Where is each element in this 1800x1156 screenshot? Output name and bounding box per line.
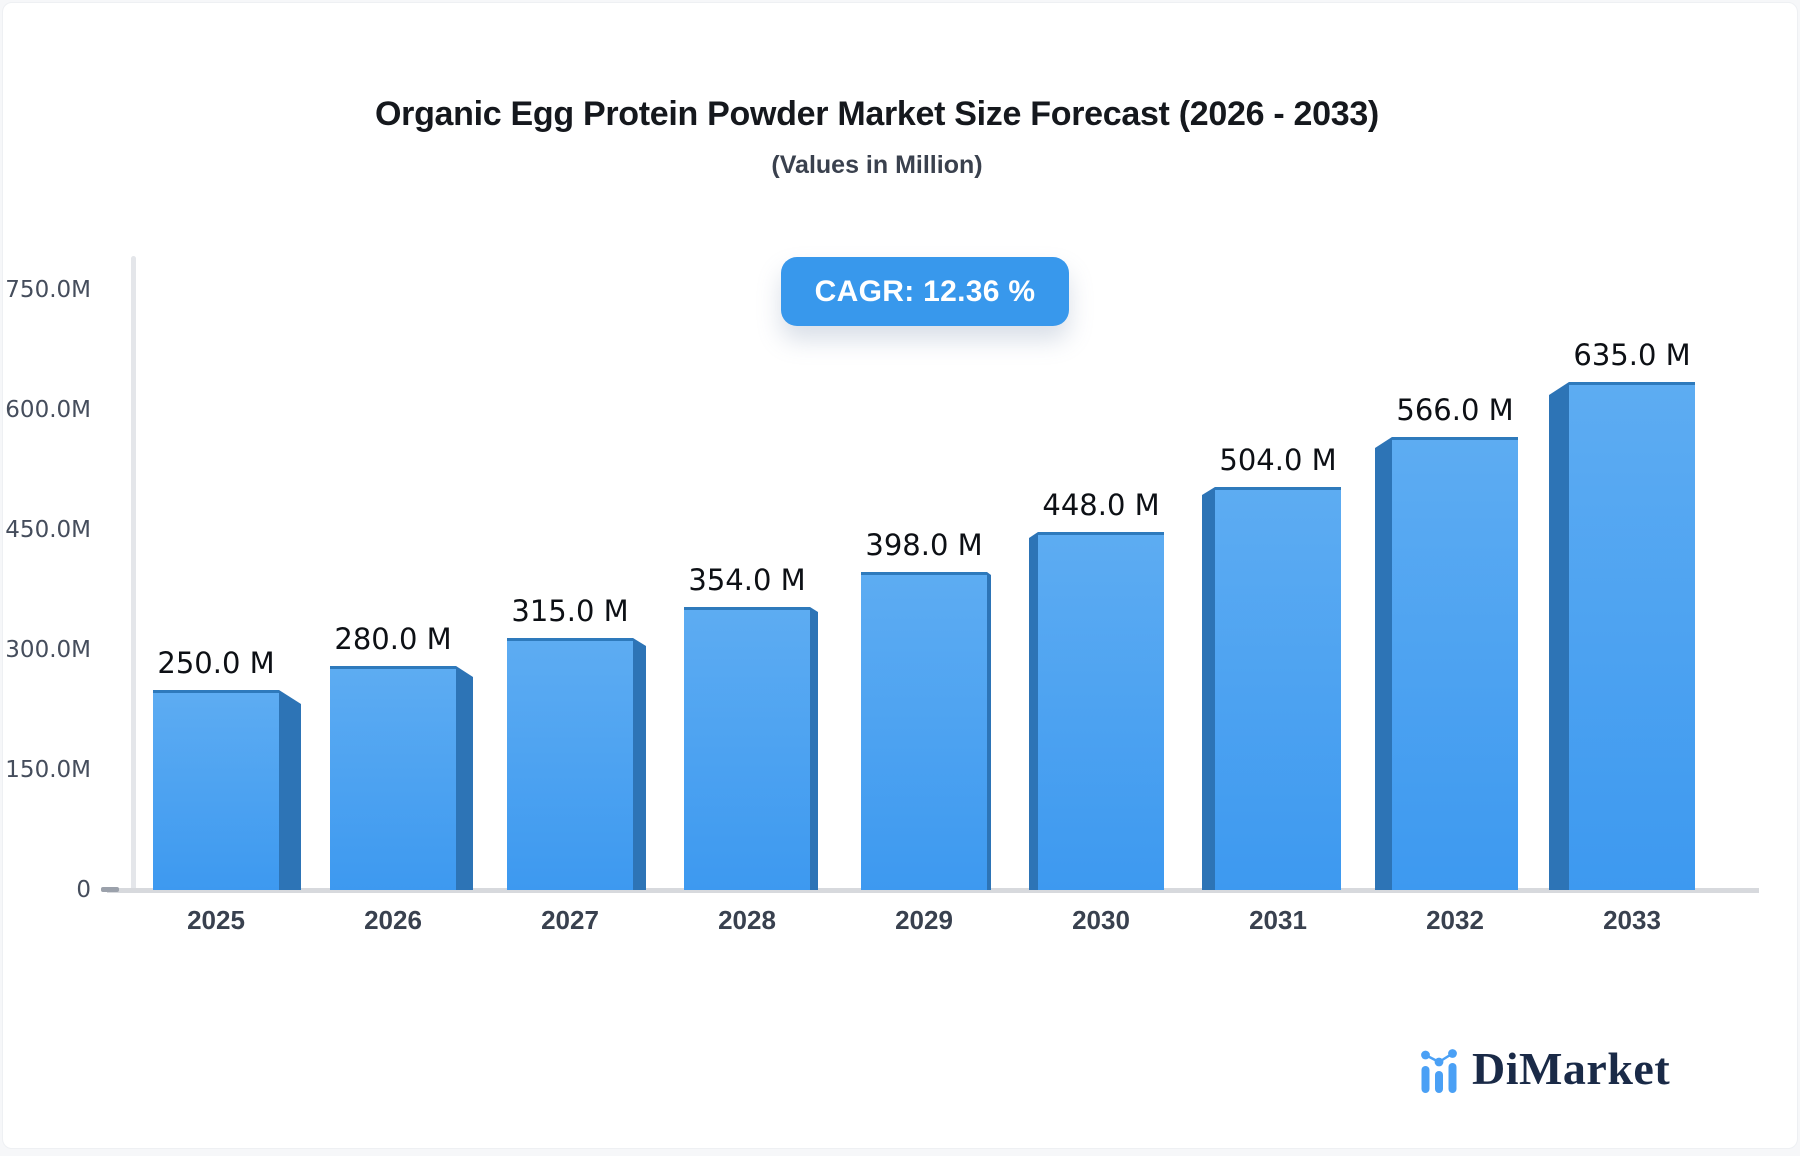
bar-2026[interactable]: 280.0 M bbox=[330, 622, 473, 890]
x-axis-label-2025: 2025 bbox=[187, 905, 245, 935]
x-axis-label-2029: 2029 bbox=[895, 905, 953, 935]
bar-2030[interactable]: 448.0 M bbox=[1029, 488, 1164, 890]
x-axis-label-2026: 2026 bbox=[364, 905, 422, 935]
bar-value-label-2031: 504.0 M bbox=[1219, 443, 1337, 477]
zero-tick-dash bbox=[101, 887, 119, 892]
x-axis-label-2032: 2032 bbox=[1426, 905, 1484, 935]
bar-value-label-2030: 448.0 M bbox=[1042, 488, 1160, 522]
bar-front-face bbox=[861, 572, 987, 890]
bar-value-label-2027: 315.0 M bbox=[511, 594, 629, 628]
x-axis-label-2030: 2030 bbox=[1072, 905, 1130, 935]
bar-2027[interactable]: 315.0 M bbox=[507, 594, 646, 890]
bar-2031[interactable]: 504.0 M bbox=[1202, 443, 1341, 890]
y-axis-label-0: 0 bbox=[76, 877, 91, 903]
bar-side-face bbox=[1549, 382, 1569, 890]
brand-logo-text: DiMarket bbox=[1472, 1043, 1671, 1095]
y-axis-line bbox=[131, 256, 136, 893]
bar-front-face bbox=[1392, 437, 1518, 890]
bar-front-face bbox=[330, 666, 456, 890]
bar-front-face bbox=[684, 607, 810, 890]
bar-2033[interactable]: 635.0 M bbox=[1549, 338, 1695, 890]
bar-side-face bbox=[1375, 437, 1392, 890]
bar-front-face bbox=[1215, 487, 1341, 890]
bar-front-face bbox=[1038, 532, 1164, 890]
y-axis-label-750: 750.0M bbox=[5, 277, 91, 303]
cagr-badge: CAGR: 12.36 % bbox=[781, 257, 1069, 326]
bar-front-face bbox=[153, 690, 279, 890]
bar-value-label-2028: 354.0 M bbox=[688, 563, 806, 597]
x-axis-label-2028: 2028 bbox=[718, 905, 776, 935]
bar-side-face bbox=[456, 666, 473, 890]
brand-logo: DiMarket bbox=[1419, 1037, 1670, 1095]
bar-side-face bbox=[1202, 487, 1215, 890]
bar-value-label-2025: 250.0 M bbox=[157, 646, 275, 680]
bar-2028[interactable]: 354.0 M bbox=[684, 563, 818, 890]
bar-value-label-2026: 280.0 M bbox=[334, 622, 452, 656]
x-axis-baseline bbox=[107, 888, 1759, 893]
bar-side-face bbox=[1029, 532, 1038, 890]
y-axis-label-150: 150.0M bbox=[5, 757, 91, 783]
bar-side-face bbox=[810, 607, 818, 890]
bar-front-face bbox=[1569, 382, 1695, 890]
bar-value-label-2033: 635.0 M bbox=[1573, 338, 1691, 372]
y-axis-label-600: 600.0M bbox=[5, 397, 91, 423]
bar-2029[interactable]: 398.0 M bbox=[861, 528, 991, 890]
bar-value-label-2029: 398.0 M bbox=[865, 528, 983, 562]
bar-side-face bbox=[279, 690, 301, 890]
y-axis-label-300: 300.0M bbox=[5, 637, 91, 663]
bar-2025[interactable]: 250.0 M bbox=[153, 646, 301, 890]
bar-front-face bbox=[507, 638, 633, 890]
bar-side-face bbox=[633, 638, 646, 890]
bar-side-face bbox=[987, 572, 991, 890]
x-axis-label-2027: 2027 bbox=[541, 905, 599, 935]
chart-subtitle: (Values in Million) bbox=[771, 151, 983, 179]
bar-2032[interactable]: 566.0 M bbox=[1375, 393, 1518, 890]
x-axis-label-2033: 2033 bbox=[1603, 905, 1661, 935]
cagr-badge-label: CAGR: 12.36 % bbox=[814, 274, 1036, 308]
x-axis-label-2031: 2031 bbox=[1249, 905, 1307, 935]
mini-bar-chart-icon bbox=[1421, 1049, 1457, 1093]
y-axis-label-450: 450.0M bbox=[5, 517, 91, 543]
bar-value-label-2032: 566.0 M bbox=[1396, 393, 1514, 427]
chart-title: Organic Egg Protein Powder Market Size F… bbox=[375, 95, 1379, 133]
